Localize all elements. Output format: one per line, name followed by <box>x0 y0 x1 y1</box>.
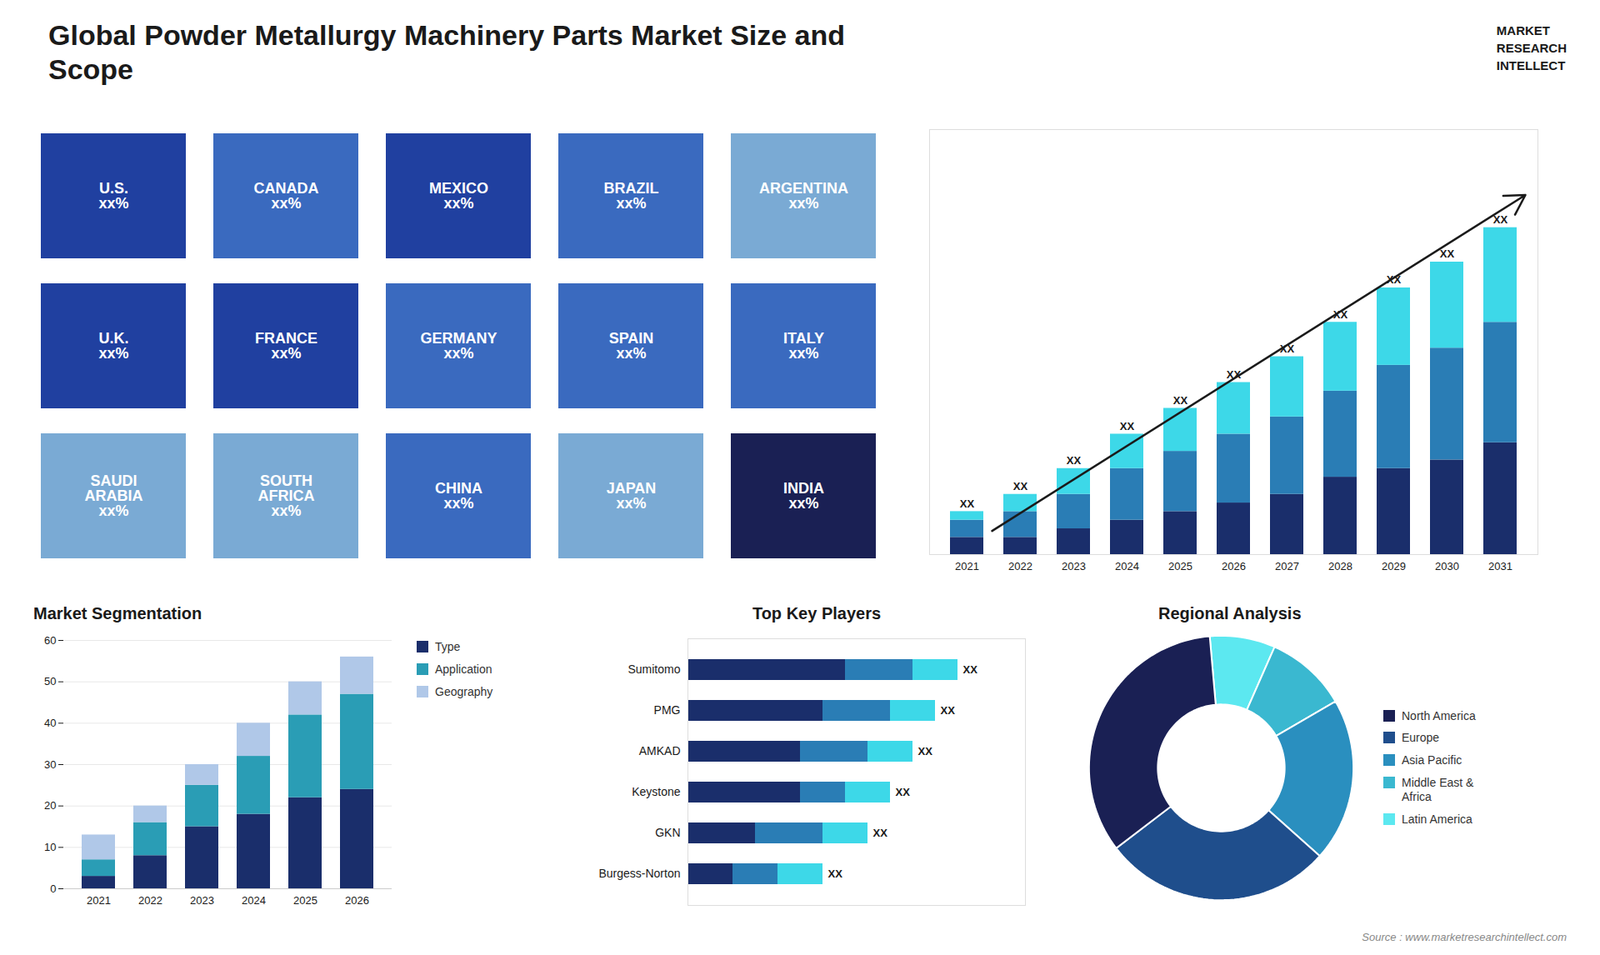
html-text:Global Powder Metallurgy Machi: Global Powder Metallurgy Machinery Parts… <box>48 19 846 85</box>
html-text:Source : www.marketresearchint: Source : www.marketresearchintellect.com <box>1361 930 1567 944</box>
svg-text:XX: XX <box>1066 454 1082 467</box>
svg-text:INDIAxx%: INDIAxx% <box>783 480 825 512</box>
html-text:Market Segmentation: Market Segmentation <box>33 604 202 623</box>
svg-text:CANADAxx%: CANADAxx% <box>254 180 320 212</box>
svg-text:XX: XX <box>1493 213 1509 226</box>
svg-text:10: 10 <box>44 840 56 854</box>
svg-text:XX: XX <box>1226 368 1241 381</box>
svg-text:2021: 2021 <box>955 560 980 573</box>
svg-text:2022: 2022 <box>138 894 163 907</box>
svg-text:ITALYxx%: ITALYxx% <box>783 330 825 362</box>
svg-text:2024: 2024 <box>1115 560 1140 573</box>
svg-text:Burgess-Norton: Burgess-Norton <box>598 866 680 880</box>
svg-text:30: 30 <box>44 758 56 771</box>
html-text:Asia Pacific: Asia Pacific <box>1401 753 1462 767</box>
svg-text:2025: 2025 <box>1168 560 1193 573</box>
svg-text:2026: 2026 <box>1221 560 1246 573</box>
svg-text:XX: XX <box>1173 394 1189 407</box>
svg-text:U.K.xx%: U.K.xx% <box>98 330 129 362</box>
svg-text:20: 20 <box>44 799 56 812</box>
svg-text:2031: 2031 <box>1488 560 1513 573</box>
svg-text:GKN: GKN <box>655 825 680 840</box>
html-text:Europe: Europe <box>1401 731 1440 745</box>
svg-text:XX: XX <box>1333 308 1348 321</box>
svg-text:0: 0 <box>50 882 56 895</box>
svg-text:BRAZILxx%: BRAZILxx% <box>604 180 660 212</box>
svg-text:GERMANYxx%: GERMANYxx% <box>420 330 497 362</box>
html-text:Regional Analysis: Regional Analysis <box>1158 604 1302 623</box>
svg-text:XX: XX <box>960 497 975 510</box>
svg-text:XX: XX <box>1440 247 1455 260</box>
svg-text:SOUTHAFRICAxx%: SOUTHAFRICAxx% <box>258 472 315 520</box>
svg-text:CHINAxx%: CHINAxx% <box>435 480 483 512</box>
svg-text:FRANCExx%: FRANCExx% <box>255 330 318 362</box>
svg-text:XX: XX <box>873 826 889 840</box>
svg-text:PMG: PMG <box>654 703 681 717</box>
html-text:North America: North America <box>1401 708 1476 723</box>
svg-text:2022: 2022 <box>1008 560 1033 573</box>
html-text:Middle East & Africa: Middle East & Africa <box>1401 775 1474 804</box>
svg-text:2025: 2025 <box>293 894 318 907</box>
svg-text:60: 60 <box>44 634 56 647</box>
html-text:Type: Type <box>435 640 461 654</box>
svg-text:XX: XX <box>1013 480 1029 493</box>
svg-text:XX: XX <box>963 663 979 676</box>
svg-text:XX: XX <box>1386 273 1401 287</box>
svg-text:Keystone: Keystone <box>631 785 681 799</box>
html-text:MARKET RESEARCH INTELLECT: MARKET RESEARCH INTELLECT <box>1496 23 1567 73</box>
svg-text:2023: 2023 <box>1061 560 1086 573</box>
svg-text:2028: 2028 <box>1328 560 1353 573</box>
svg-text:XX: XX <box>940 704 956 717</box>
svg-text:ARGENTINAxx%: ARGENTINAxx% <box>759 180 849 212</box>
svg-text:XX: XX <box>1279 342 1295 356</box>
html-text:Application: Application <box>435 662 493 676</box>
html-text:Top Key Players: Top Key Players <box>752 604 881 623</box>
svg-text:2027: 2027 <box>1275 560 1300 573</box>
svg-text:AMKAD: AMKAD <box>639 744 681 758</box>
svg-text:XX: XX <box>895 785 911 799</box>
svg-text:SAUDIARABIAxx%: SAUDIARABIAxx% <box>85 472 144 520</box>
svg-text:2021: 2021 <box>86 894 111 907</box>
svg-text:U.S.xx%: U.S.xx% <box>98 180 129 212</box>
svg-text:2030: 2030 <box>1435 560 1460 573</box>
html-text:Geography: Geography <box>435 684 493 698</box>
svg-text:Sumitomo: Sumitomo <box>627 662 680 676</box>
svg-text:XX: XX <box>918 745 934 758</box>
svg-text:XX: XX <box>828 867 844 880</box>
svg-text:SPAINxx%: SPAINxx% <box>609 330 655 362</box>
svg-text:2023: 2023 <box>190 894 215 907</box>
svg-text:2024: 2024 <box>241 894 266 907</box>
svg-text:JAPANxx%: JAPANxx% <box>606 480 657 512</box>
svg-text:40: 40 <box>44 716 56 730</box>
svg-text:50: 50 <box>44 675 56 688</box>
svg-text:2029: 2029 <box>1381 560 1406 573</box>
svg-text:XX: XX <box>1120 420 1135 433</box>
svg-text:MEXICOxx%: MEXICOxx% <box>429 180 489 212</box>
html-text:Latin America: Latin America <box>1401 812 1473 826</box>
svg-text:2026: 2026 <box>345 894 370 907</box>
